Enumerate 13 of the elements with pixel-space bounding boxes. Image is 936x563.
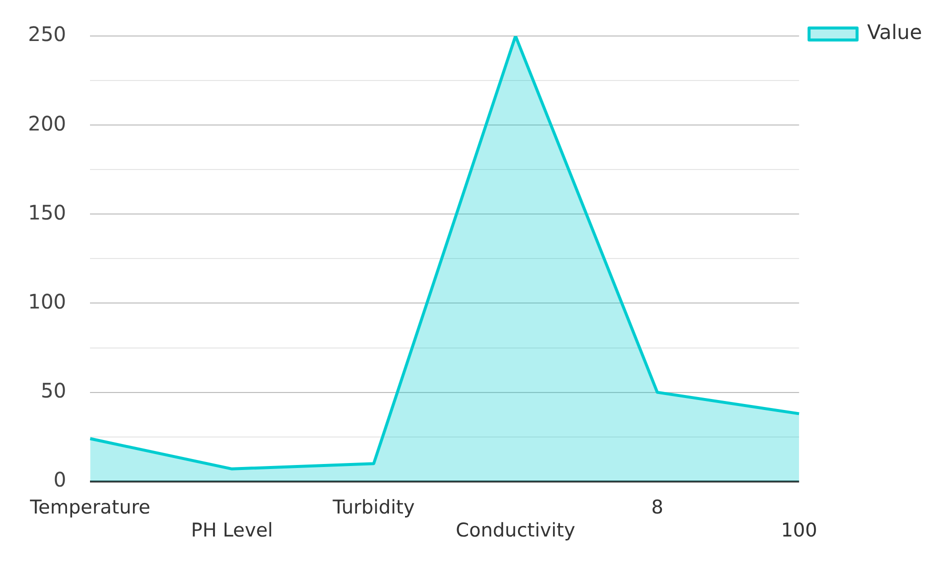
x-tick-label: PH Level — [190, 520, 273, 542]
x-tick-label: 8 — [651, 496, 664, 519]
y-tick-label: 50 — [40, 378, 66, 403]
x-tick-label: 100 — [780, 520, 818, 542]
x-tick-label: Conductivity — [456, 520, 576, 542]
y-tick-label: 0 — [53, 468, 66, 492]
y-tick-label: 250 — [28, 22, 66, 46]
y-tick-label: 100 — [28, 289, 66, 314]
y-tick-label: 200 — [28, 111, 66, 136]
legend-label: Value — [867, 20, 922, 44]
x-tick-label: Turbidity — [332, 496, 415, 519]
y-tick-label: 150 — [28, 200, 66, 224]
x-tick-label: Temperature — [28, 496, 150, 519]
